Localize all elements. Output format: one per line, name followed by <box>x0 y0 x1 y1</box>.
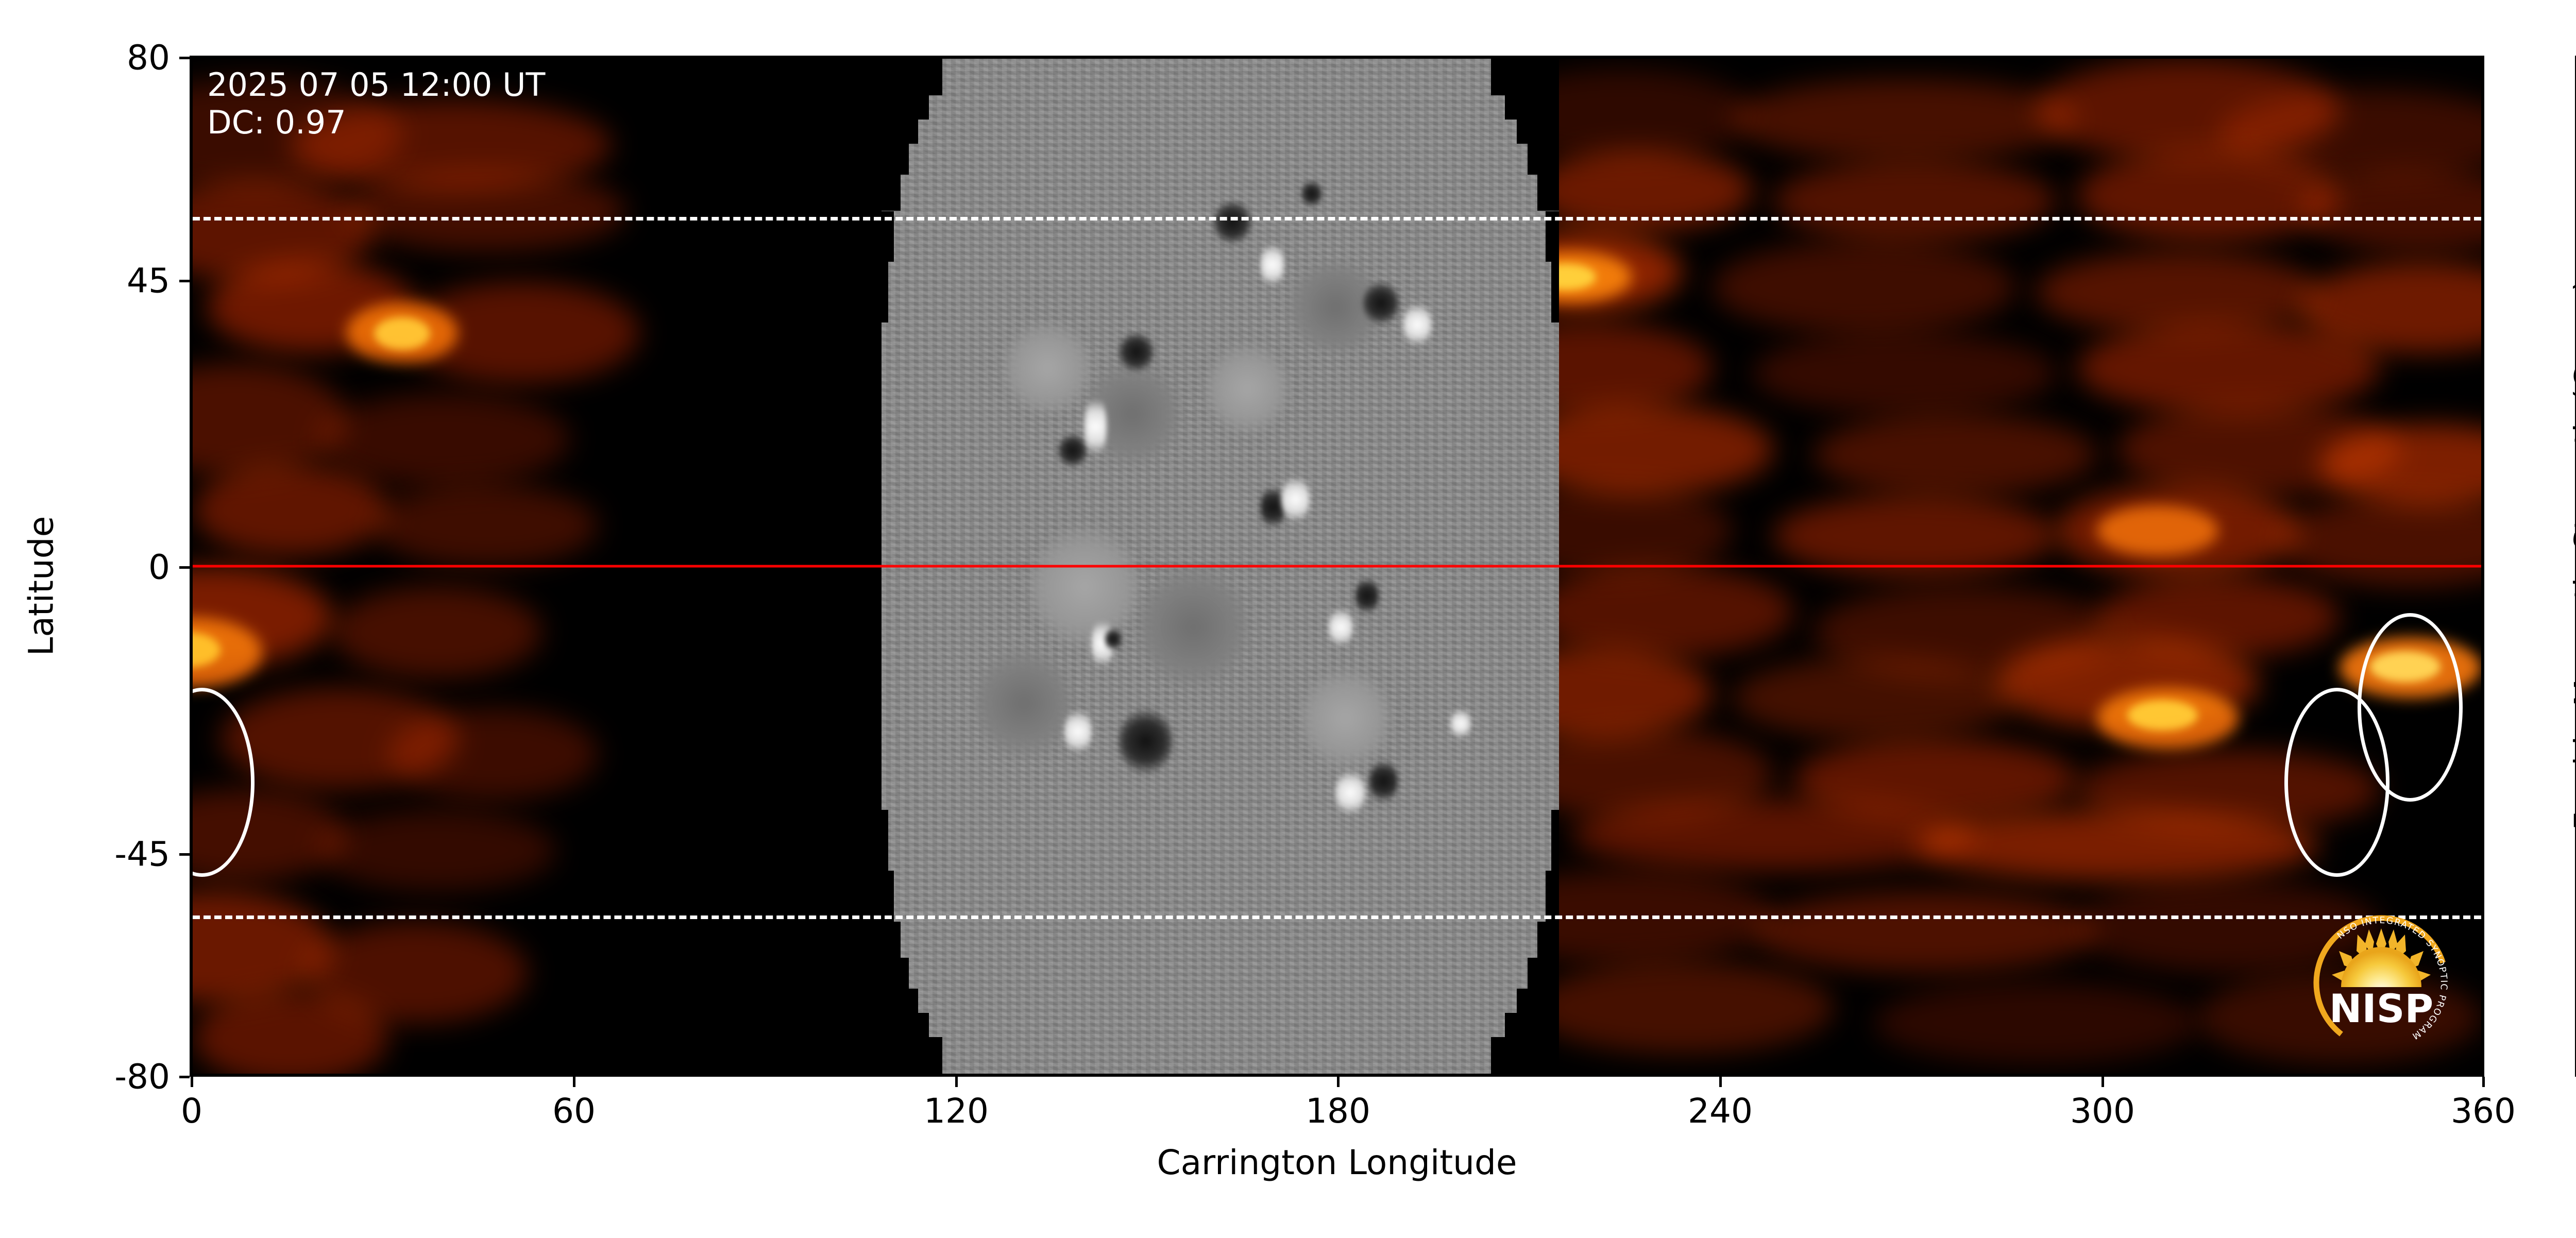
y-tick-0 <box>179 566 190 569</box>
farside-colorbar <box>2575 56 2576 1077</box>
active-region-marker <box>2358 613 2463 802</box>
x-tick-0 <box>191 1077 193 1087</box>
y-axis-title: Latitude <box>21 516 61 656</box>
y-tick-45 <box>179 280 190 282</box>
farside-colorbar-title: Farside Magnetic Strength (Gauss) <box>2567 279 2576 830</box>
north-latitude-limit-line <box>193 217 2481 221</box>
nisp-logo: NSO INTEGRATED SYNOPTIC PROGRAM NISP <box>2304 906 2459 1060</box>
x-tick-60 <box>573 1077 575 1087</box>
observation-datetime: 2025 07 05 12:00 UT <box>207 66 546 104</box>
x-tick-label-60: 60 <box>552 1091 596 1131</box>
y-tick-label-45: 45 <box>127 261 170 301</box>
x-tick-label-240: 240 <box>1688 1091 1753 1131</box>
x-tick-label-180: 180 <box>1306 1091 1370 1131</box>
y-tick-label-0: 0 <box>148 547 170 587</box>
x-tick-label-360: 360 <box>2451 1091 2516 1131</box>
nisp-acronym: NISP <box>2329 986 2433 1031</box>
x-tick-120 <box>955 1077 958 1087</box>
magnetogram-plot-area: 2025 07 05 12:00 UT DC: 0.97 <box>190 56 2484 1077</box>
timestamp-annotation: 2025 07 05 12:00 UT DC: 0.97 <box>207 66 545 141</box>
y-tick-m80 <box>179 1076 190 1078</box>
x-tick-label-120: 120 <box>924 1091 989 1131</box>
frontside-limb-mask <box>882 59 1559 1074</box>
south-latitude-limit-line <box>193 915 2481 919</box>
x-tick-180 <box>1337 1077 1340 1087</box>
y-tick-label-m80: -80 <box>114 1057 170 1097</box>
x-axis-title: Carrington Longitude <box>1157 1143 1517 1182</box>
x-tick-300 <box>2102 1077 2104 1087</box>
x-tick-label-300: 300 <box>2070 1091 2135 1131</box>
duty-cycle-label: DC: 0.97 <box>207 104 346 142</box>
x-tick-240 <box>1719 1077 1722 1087</box>
nisp-logo-svg: NSO INTEGRATED SYNOPTIC PROGRAM NISP <box>2313 915 2449 1051</box>
equator-reference-line <box>193 565 2481 568</box>
x-tick-label-0: 0 <box>181 1091 202 1131</box>
x-tick-360 <box>2482 1077 2485 1087</box>
y-tick-label-m45: -45 <box>114 834 170 874</box>
plot-inner: 2025 07 05 12:00 UT DC: 0.97 <box>193 59 2481 1074</box>
y-tick-label-80: 80 <box>127 38 170 78</box>
y-tick-m45 <box>179 853 190 856</box>
y-tick-80 <box>179 57 190 59</box>
